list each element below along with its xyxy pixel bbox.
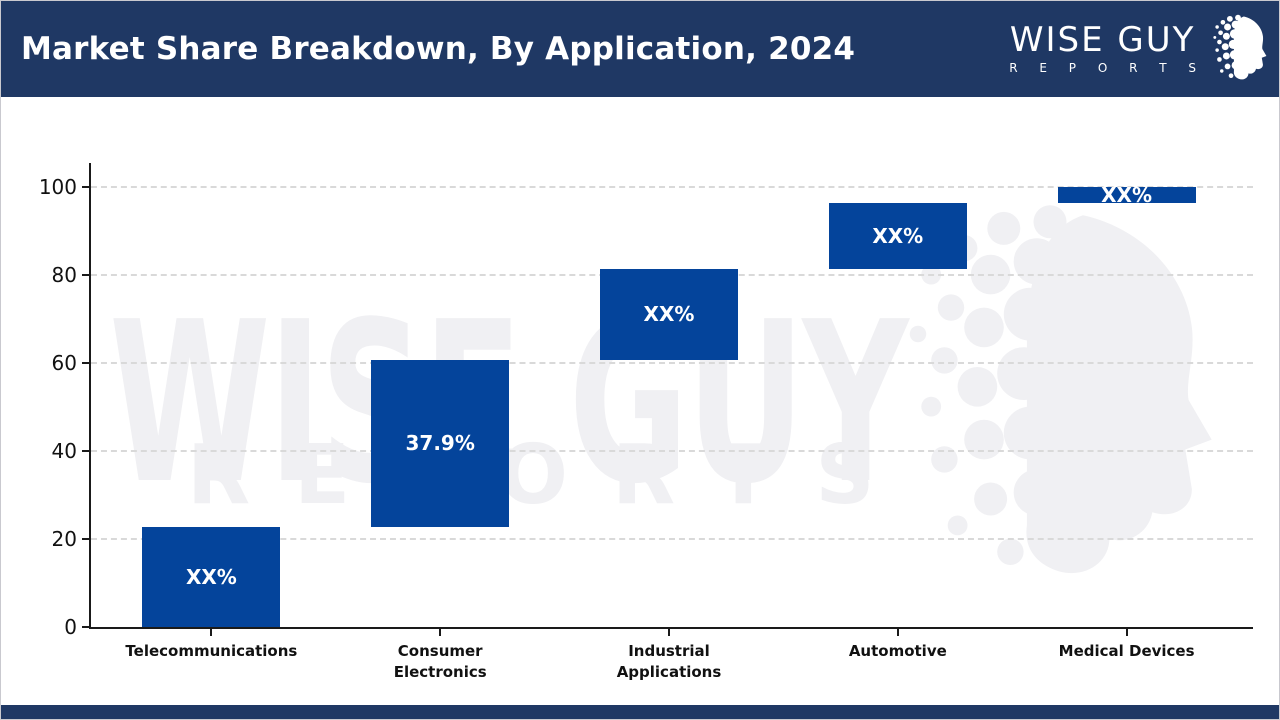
bar-value-label-automotive: XX% [872, 224, 924, 249]
bar-value-label-telecommunications: XX% [185, 564, 237, 589]
x-axis-label-consumer-electronics: Consumer Electronics [393, 642, 487, 681]
wiseguy-head-icon [1213, 14, 1267, 80]
bar-industrial-applications: XX% [600, 268, 738, 360]
gridline-60 [91, 362, 1253, 364]
x-axis-label-telecommunications: Telecommunications [125, 642, 298, 660]
bar-automotive: XX% [828, 203, 967, 269]
x-axis-label-industrial-applications: Industrial Applications [616, 642, 722, 681]
y-tick-40 [82, 450, 89, 452]
y-tick-80 [82, 274, 89, 276]
y-tick-label-60: 60 [51, 351, 77, 375]
brand-wordmark: WISE GUY R E P O R T S [1000, 23, 1205, 75]
y-tick-label-20: 20 [51, 527, 77, 551]
gridline-20 [91, 538, 1253, 540]
plot-area: 0 20 40 60 80 100 XX% Telecommunications 37.9% Co… [1, 97, 1279, 707]
chart-area: WISE GUY REPORTS 0 20 40 60 80 100 XX% Telecomm… [1, 97, 1279, 707]
gridline-100 [91, 186, 1253, 188]
y-tick-label-100: 100 [38, 175, 77, 199]
header-bar: Market Share Breakdown, By Application, … [1, 1, 1279, 97]
brand-subtitle: R E P O R T S [1009, 61, 1205, 75]
y-tick-60 [82, 362, 89, 364]
bar-consumer-electronics: 37.9% [371, 359, 510, 527]
brand-logo: WISE GUY R E P O R T S [1000, 12, 1267, 86]
x-tick-medical-devices [1125, 629, 1128, 636]
y-tick-label-80: 80 [51, 263, 77, 287]
bar-value-label-industrial-applications: XX% [643, 302, 695, 327]
x-tick-automotive [896, 629, 899, 636]
y-axis-line [89, 163, 91, 629]
x-axis-label-automotive: Automotive [848, 642, 947, 660]
x-axis-line [89, 627, 1253, 629]
brand-name: WISE GUY [1009, 20, 1196, 60]
bar-value-label-medical-devices: XX% [1101, 183, 1153, 208]
x-tick-telecommunications [210, 629, 213, 636]
gridline-40 [91, 450, 1253, 452]
page-title: Market Share Breakdown, By Application, … [21, 31, 856, 67]
bar-telecommunications: XX% [142, 526, 281, 627]
x-tick-consumer-electronics [439, 629, 442, 636]
footer-bar [1, 705, 1279, 719]
x-axis-label-medical-devices: Medical Devices [1058, 642, 1195, 660]
bar-value-label-consumer-electronics: 37.9% [405, 431, 475, 456]
y-tick-100 [82, 186, 89, 188]
watermark-subtext: REPORTS [187, 428, 919, 523]
bar-medical-devices: XX% [1057, 183, 1196, 207]
y-tick-0 [82, 626, 89, 628]
y-tick-label-40: 40 [51, 439, 77, 463]
y-tick-label-0: 0 [64, 615, 77, 639]
y-tick-20 [82, 538, 89, 540]
x-tick-industrial-applications [668, 629, 670, 636]
